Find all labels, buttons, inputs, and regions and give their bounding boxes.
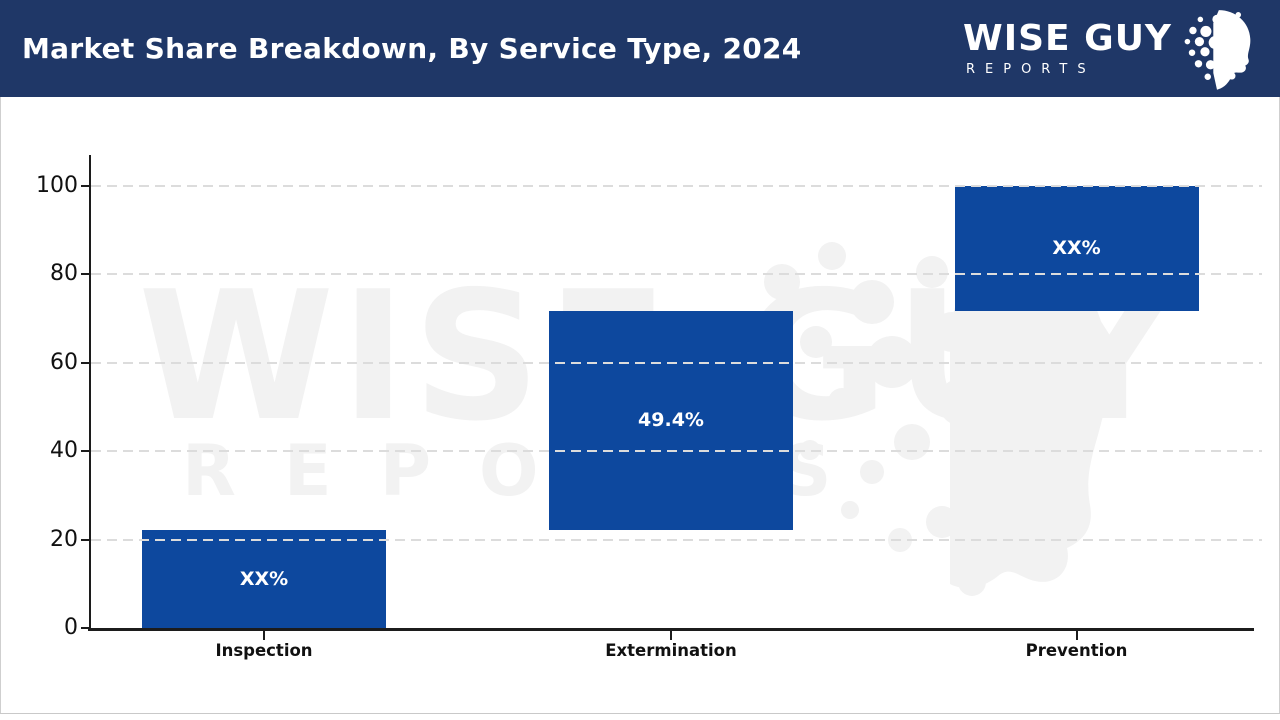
logo-text: WISE GUY REPORTS — [962, 17, 1172, 77]
logo-subtitle: REPORTS — [965, 61, 1096, 77]
y-axis — [89, 155, 91, 631]
logo-wordmark: WISE GUY — [962, 17, 1172, 59]
bar-value-label: 49.4% — [638, 409, 704, 432]
x-tick-label: Inspection — [215, 641, 313, 660]
y-tick-label: 0 — [64, 615, 78, 640]
y-tick-label: 40 — [50, 438, 78, 463]
x-tick-inspection — [263, 631, 265, 640]
bottom-border — [0, 713, 1280, 714]
y-tick-80 — [81, 273, 90, 275]
bar-value-label: XX% — [239, 567, 289, 590]
x-axis — [88, 628, 1254, 631]
bar-inspection — [142, 529, 386, 628]
grid-line-100 — [91, 184, 1262, 187]
y-tick-20 — [81, 538, 90, 541]
watermark-face-graphic — [764, 240, 1109, 596]
bar-extermination — [549, 311, 793, 530]
x-tick-extermination — [670, 631, 672, 640]
logo-face-icon — [1184, 9, 1251, 90]
y-tick-label: 60 — [50, 349, 78, 375]
bar-prevention — [954, 185, 1199, 312]
page-title: Market Share Breakdown, By Service Type,… — [22, 32, 802, 65]
header: Market Share Breakdown, By Service Type,… — [0, 0, 1280, 97]
left-border — [0, 97, 1, 714]
grid-line-20 — [91, 538, 1262, 541]
x-tick-prevention — [1075, 631, 1078, 640]
y-tick-label: 100 — [36, 172, 78, 198]
y-tick-100 — [81, 184, 90, 187]
y-tick-60 — [81, 361, 90, 364]
y-tick-0 — [81, 627, 90, 629]
bar-value-label: XX% — [1052, 237, 1101, 260]
x-tick-label: Prevention — [1025, 641, 1128, 660]
grid-line-60 — [91, 361, 1262, 364]
y-tick-label: 80 — [50, 261, 78, 286]
grid-line-40 — [91, 450, 1262, 452]
grid-line-80 — [91, 273, 1262, 275]
y-tick-40 — [81, 450, 90, 452]
x-tick-label: Extermination — [605, 641, 737, 660]
y-tick-label: 20 — [50, 526, 78, 552]
wise-guy-logo: WISE GUY REPORTS — [963, 8, 1254, 90]
